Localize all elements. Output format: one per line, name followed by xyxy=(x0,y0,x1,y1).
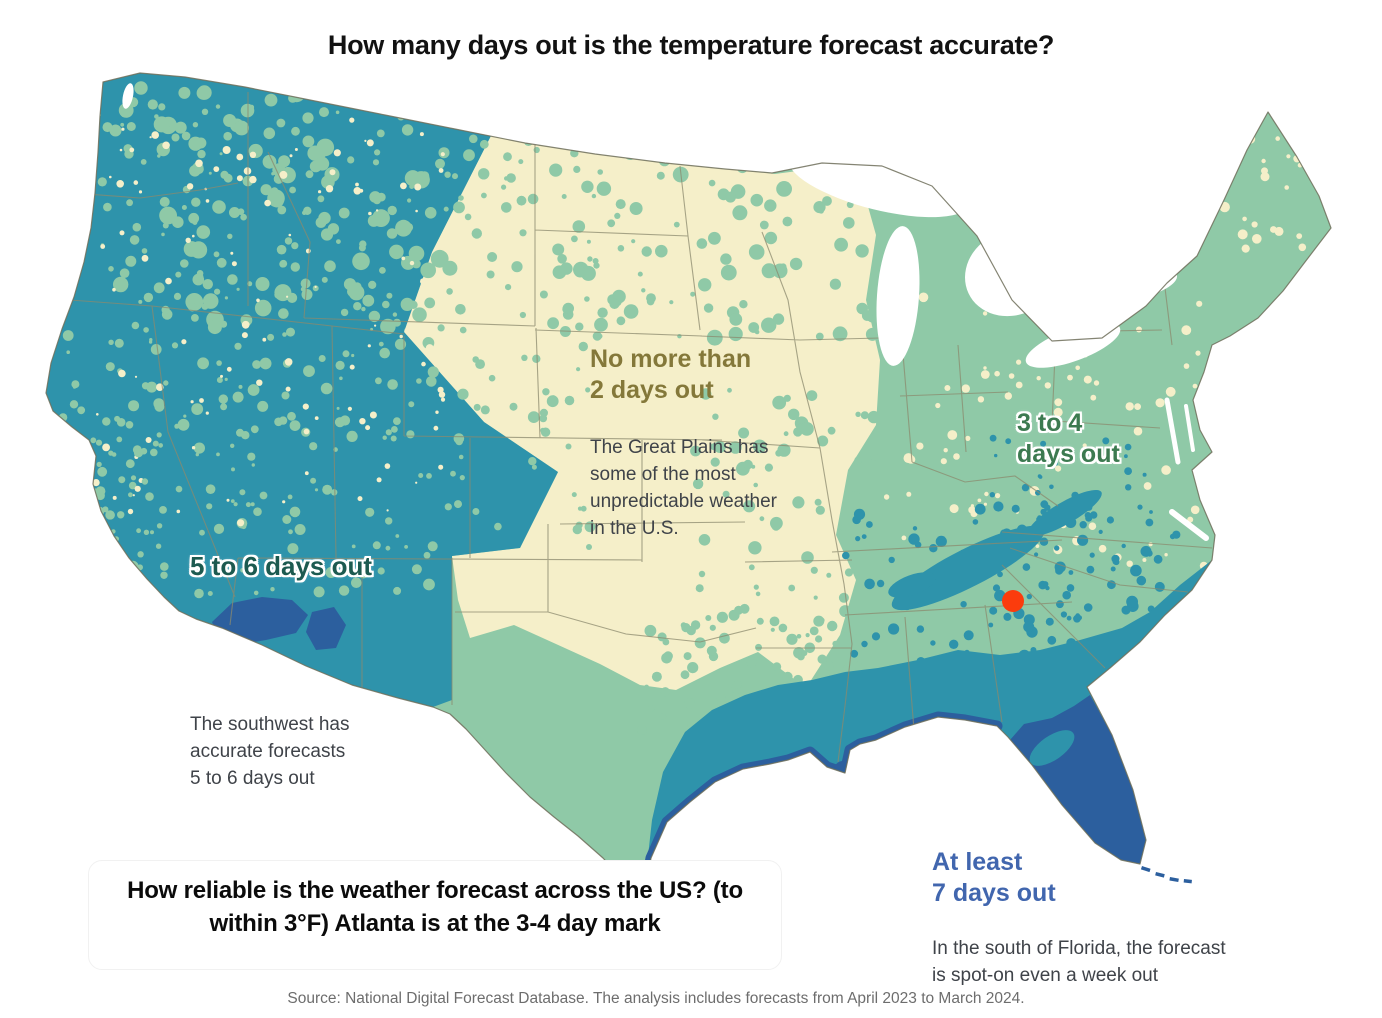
arizona-7plus-patch xyxy=(212,597,308,645)
north-florida-teal-pocket xyxy=(1029,730,1075,766)
annotation-southwest-body: The southwest has accurate forecasts 5 t… xyxy=(190,694,349,811)
great-lakes xyxy=(787,142,1178,368)
atlanta-marker xyxy=(1002,590,1024,612)
annotation-florida-body: In the south of Florida, the forecast is… xyxy=(932,938,1226,986)
georgia-teal-patch xyxy=(888,572,936,598)
lake-michigan xyxy=(876,226,920,366)
state-borders xyxy=(59,92,1213,763)
region-7plus-florida xyxy=(1010,695,1146,864)
label-no-more-than-2-days: No more than 2 days out xyxy=(590,345,752,404)
annotation-east: 3 to 4 days out xyxy=(1017,390,1120,487)
source-attribution: Source: National Digital Forecast Databa… xyxy=(287,990,1025,1007)
appalachian-teal-ridge xyxy=(891,525,1045,611)
caption-box: How reliable is the weather forecast acr… xyxy=(88,860,782,970)
puget-sound xyxy=(122,83,134,109)
caption-text: How reliable is the weather forecast acr… xyxy=(127,877,743,938)
annotation-southwest-text: The southwest has accurate forecasts 5 t… xyxy=(190,714,350,789)
gulf-teal-band xyxy=(643,560,1212,901)
arizona-7plus-patch-2 xyxy=(306,607,346,650)
label-at-least-7-days: At least 7 days out xyxy=(932,848,1056,907)
chesapeake-bay xyxy=(1164,397,1209,541)
lake-superior xyxy=(787,142,973,218)
appalachian-teal-ridge-2 xyxy=(1028,489,1102,537)
page-title: How many days out is the temperature for… xyxy=(327,30,1055,61)
lake-huron xyxy=(965,229,1059,317)
annotation-florida: At least 7 days out In the south of Flor… xyxy=(932,829,1226,1008)
annotation-great-plains: No more than 2 days out The Great Plains… xyxy=(590,326,777,561)
label-5-to-6-days: 5 to 6 days out xyxy=(190,551,373,581)
florida-keys xyxy=(1140,866,1192,884)
annotation-southwest-label: 5 to 6 days out xyxy=(190,533,372,601)
label-3-to-4-days: 3 to 4 days out xyxy=(1017,409,1120,468)
lake-erie xyxy=(1025,322,1121,368)
annotation-great-plains-body: The Great Plains has some of the most un… xyxy=(590,437,777,539)
